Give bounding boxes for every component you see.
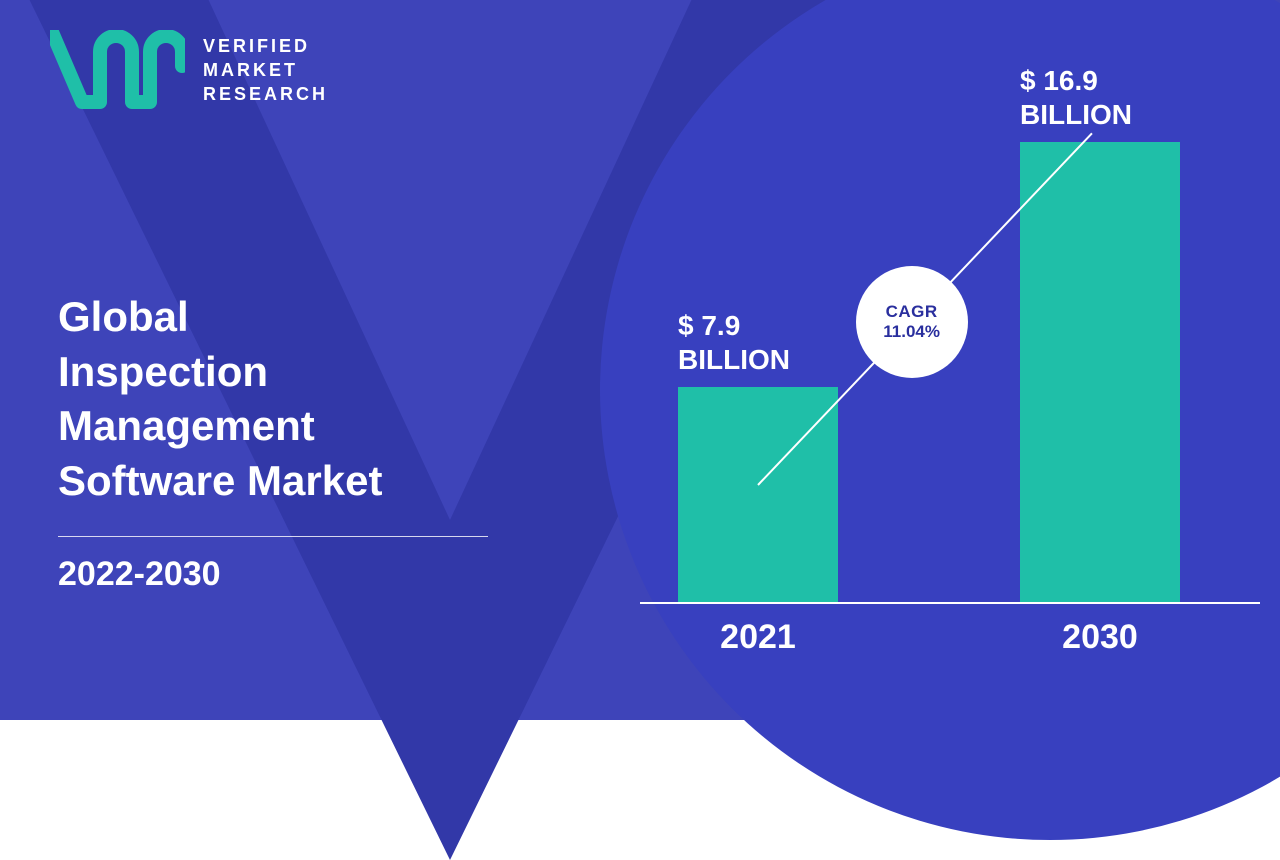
bar-chart: $ 7.9 BILLION $ 16.9 BILLION 2021 2030 C…	[640, 0, 1260, 720]
bar-value-label-2021: $ 7.9 BILLION	[678, 309, 790, 376]
infographic-canvas: VERIFIED MARKET RESEARCH Global Inspecti…	[0, 0, 1280, 720]
bar-2021	[678, 387, 838, 602]
title-block: Global Inspection Management Software Ma…	[58, 290, 488, 594]
bar-value-label-2030: $ 16.9 BILLION	[1020, 64, 1132, 131]
divider-line	[58, 536, 488, 537]
logo-line-2: MARKET	[203, 58, 328, 82]
value-line-2: BILLION	[1020, 98, 1132, 132]
x-axis	[640, 602, 1260, 604]
bar-year-2030: 2030	[1020, 618, 1180, 657]
logo-line-3: RESEARCH	[203, 82, 328, 106]
bar-year-2021: 2021	[678, 618, 838, 657]
value-line-2: BILLION	[678, 343, 790, 377]
main-title: Global Inspection Management Software Ma…	[58, 290, 488, 508]
logo-mark-icon	[50, 30, 185, 110]
cagr-badge: CAGR 11.04%	[856, 266, 968, 378]
title-line-3: Management	[58, 399, 488, 454]
title-line-2: Inspection	[58, 345, 488, 400]
cagr-value: 11.04%	[883, 322, 940, 342]
brand-logo: VERIFIED MARKET RESEARCH	[50, 30, 328, 110]
value-line-1: $ 16.9	[1020, 64, 1132, 98]
year-range: 2022-2030	[58, 555, 488, 594]
title-line-1: Global	[58, 290, 488, 345]
value-line-1: $ 7.9	[678, 309, 790, 343]
cagr-label: CAGR	[886, 302, 938, 322]
title-line-4: Software Market	[58, 454, 488, 509]
logo-text: VERIFIED MARKET RESEARCH	[203, 34, 328, 107]
bar-2030	[1020, 142, 1180, 602]
logo-line-1: VERIFIED	[203, 34, 328, 58]
